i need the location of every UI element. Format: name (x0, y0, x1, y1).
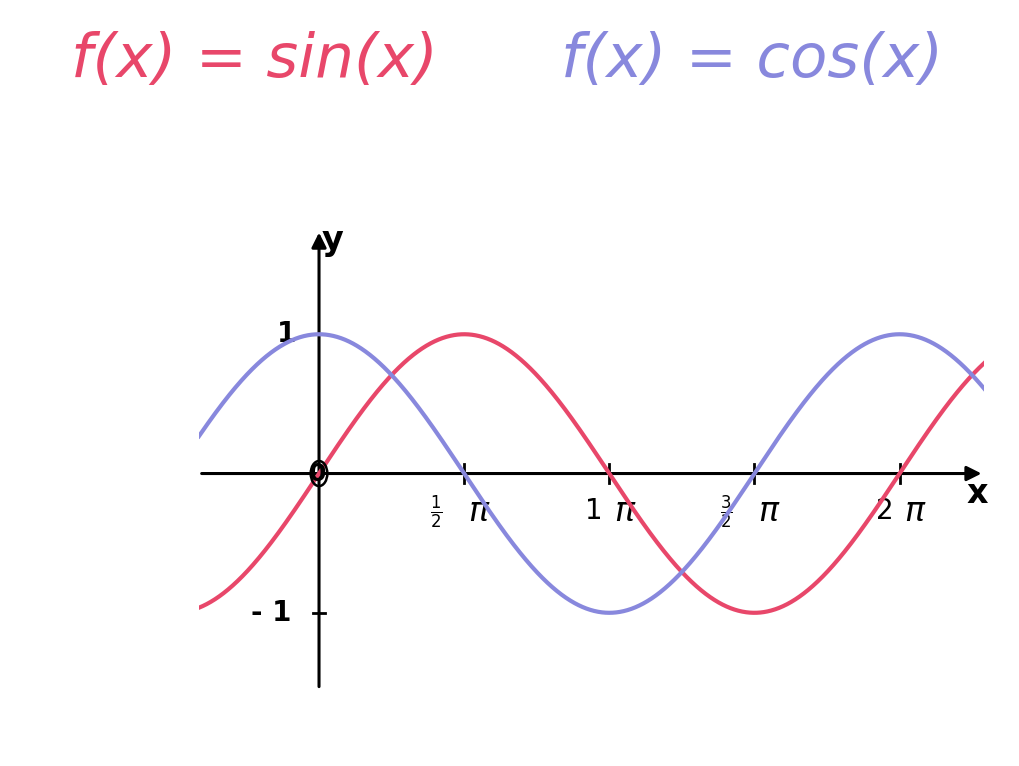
Text: f(x) = sin(x): f(x) = sin(x) (71, 31, 438, 90)
Text: $\pi$: $\pi$ (757, 495, 780, 528)
Text: f(x) = cos(x): f(x) = cos(x) (560, 31, 943, 90)
Text: y: y (322, 224, 343, 257)
Text: $2$: $2$ (873, 497, 891, 525)
Text: 0: 0 (308, 462, 326, 486)
Text: x: x (965, 476, 986, 509)
Text: $\pi$: $\pi$ (468, 495, 490, 528)
Text: $1$: $1$ (584, 497, 600, 525)
Text: - 1: - 1 (251, 599, 291, 627)
Text: $\frac{3}{2}$: $\frac{3}{2}$ (719, 494, 733, 531)
Text: $\pi$: $\pi$ (613, 495, 636, 528)
Text: $\frac{1}{2}$: $\frac{1}{2}$ (430, 494, 442, 531)
Text: $\pi$: $\pi$ (903, 495, 925, 528)
Text: 1: 1 (276, 320, 296, 349)
